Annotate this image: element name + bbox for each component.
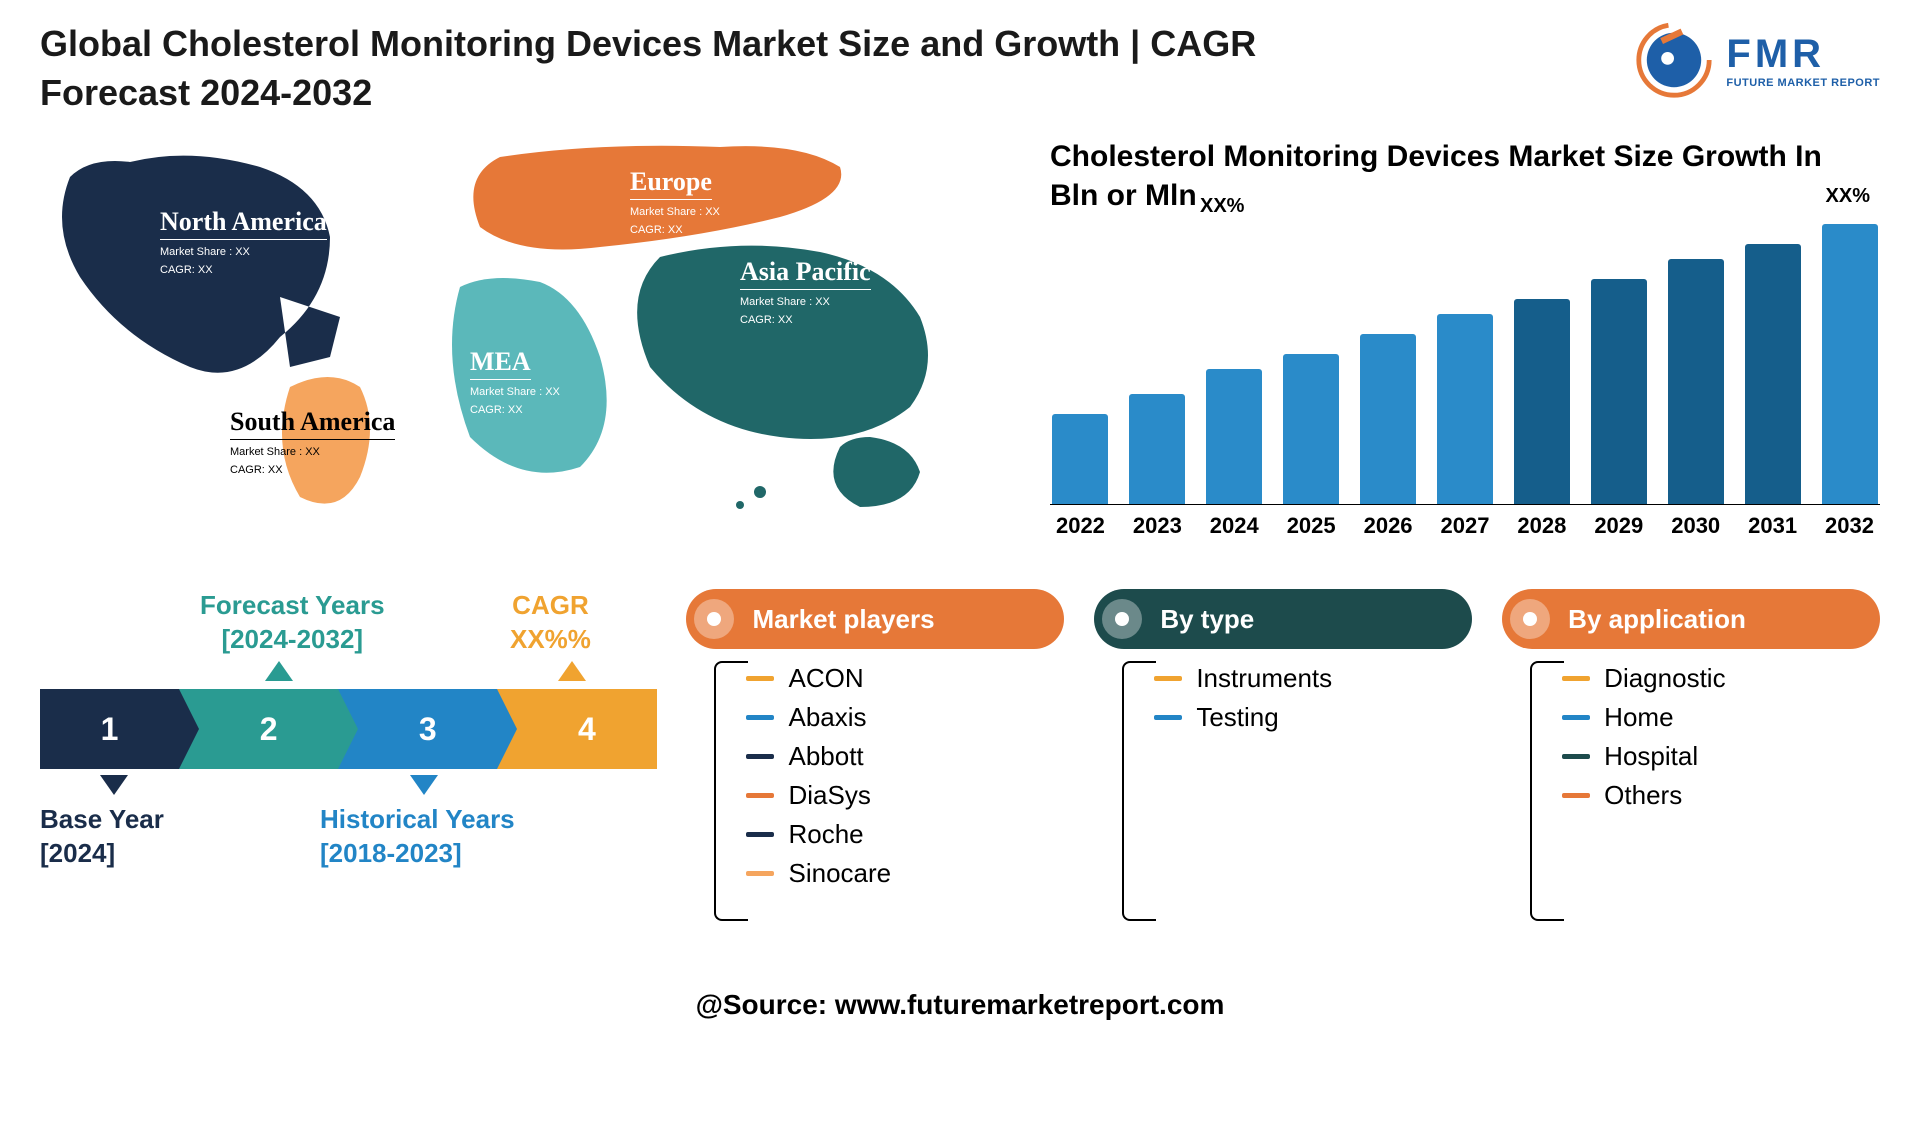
region-label-south-america: South AmericaMarket Share : XXCAGR: XX	[230, 407, 395, 479]
dash-icon	[746, 832, 774, 837]
list-item: Home	[1562, 702, 1880, 733]
bar-2025	[1281, 354, 1342, 504]
arrow-down-icon	[410, 775, 438, 795]
bar-label: 2029	[1594, 513, 1643, 539]
list-item: Sinocare	[746, 858, 1064, 889]
bar-2022	[1050, 414, 1111, 504]
logo-icon	[1634, 20, 1714, 100]
chart-title: Cholesterol Monitoring Devices Market Si…	[1050, 137, 1880, 215]
cagr-label: CAGR XX%%	[510, 589, 591, 657]
arrow-up-icon	[265, 661, 293, 681]
bracket-icon	[714, 661, 734, 921]
bar-annotation-2024: XX%	[1200, 195, 1244, 218]
fmr-logo: FMR FUTURE MARKET REPORT	[1634, 20, 1880, 100]
bar-label: 2031	[1748, 513, 1797, 539]
bar-2026	[1358, 334, 1419, 504]
list-item: Hospital	[1562, 741, 1880, 772]
list-item: Testing	[1154, 702, 1472, 733]
dash-icon	[746, 793, 774, 798]
bar-2029	[1588, 279, 1649, 504]
bar-2032	[1819, 224, 1880, 504]
bracket-icon	[1122, 661, 1142, 921]
dot-icon	[694, 599, 734, 639]
dash-icon	[1154, 676, 1182, 681]
list-item: Abaxis	[746, 702, 1064, 733]
list-item: Diagnostic	[1562, 663, 1880, 694]
dash-icon	[746, 754, 774, 759]
bar-2028	[1511, 299, 1572, 504]
bar-label: 2025	[1287, 513, 1336, 539]
by-application-section: By application Diagnostic Home Hospital Oth…	[1502, 589, 1880, 819]
dash-icon	[746, 871, 774, 876]
bar-label: 2024	[1210, 513, 1259, 539]
bar-label: 2027	[1441, 513, 1490, 539]
bar-label: 2032	[1825, 513, 1874, 539]
region-label-europe: EuropeMarket Share : XXCAGR: XX	[630, 167, 720, 239]
page-title: Global Cholesterol Monitoring Devices Ma…	[40, 20, 1340, 117]
dot-icon	[1102, 599, 1142, 639]
list-item: DiaSys	[746, 780, 1064, 811]
bracket-icon	[1530, 661, 1550, 921]
dash-icon	[1562, 715, 1590, 720]
region-label-asia-pacific: Asia PacificMarket Share : XXCAGR: XX	[740, 257, 871, 329]
timeline-segment-1: 1	[40, 689, 179, 769]
bar-label: 2026	[1364, 513, 1413, 539]
bar-2030	[1665, 259, 1726, 504]
growth-bar-chart: Cholesterol Monitoring Devices Market Si…	[1020, 137, 1880, 539]
logo-text-sub: FUTURE MARKET REPORT	[1726, 77, 1880, 89]
source-attribution: @Source: www.futuremarketreport.com	[40, 989, 1880, 1021]
list-item: ACON	[746, 663, 1064, 694]
by-type-pill: By type	[1094, 589, 1472, 649]
forecast-years-label: Forecast Years [2024-2032]	[200, 589, 385, 657]
bar-annotation-2032: XX%	[1826, 185, 1870, 208]
world-map: North AmericaMarket Share : XXCAGR: XX So…	[40, 137, 1000, 517]
arrow-up-icon	[558, 661, 586, 681]
bar-label: 2023	[1133, 513, 1182, 539]
dash-icon	[746, 676, 774, 681]
dash-icon	[746, 715, 774, 720]
bar-label: 2028	[1517, 513, 1566, 539]
bar-2024	[1204, 369, 1265, 504]
region-label-north-america: North AmericaMarket Share : XXCAGR: XX	[160, 207, 327, 279]
dash-icon	[1562, 793, 1590, 798]
timeline-segment-2: 2	[179, 689, 338, 769]
list-item: Others	[1562, 780, 1880, 811]
dash-icon	[1562, 754, 1590, 759]
bar-2027	[1435, 314, 1496, 504]
logo-text-main: FMR	[1726, 32, 1880, 77]
bar-2023	[1127, 394, 1188, 504]
region-label-mea: MEAMarket Share : XXCAGR: XX	[470, 347, 560, 419]
bar-2031	[1742, 244, 1803, 504]
bar-label: 2030	[1671, 513, 1720, 539]
by-type-section: By type Instruments Testing	[1094, 589, 1472, 741]
list-item: Abbott	[746, 741, 1064, 772]
market-players-section: Market players ACON Abaxis Abbott DiaSys Roc…	[686, 589, 1064, 897]
bar-label: 2022	[1056, 513, 1105, 539]
list-item: Roche	[746, 819, 1064, 850]
timeline-segment-3: 3	[338, 689, 497, 769]
base-year-label: Base Year [2024]	[40, 803, 164, 871]
by-application-pill: By application	[1502, 589, 1880, 649]
dash-icon	[1154, 715, 1182, 720]
timeline-segment-4: 4	[497, 689, 656, 769]
market-players-pill: Market players	[686, 589, 1064, 649]
list-item: Instruments	[1154, 663, 1472, 694]
timeline-widget: Forecast Years [2024-2032] CAGR XX%% 123…	[40, 589, 656, 949]
dot-icon	[1510, 599, 1550, 639]
dash-icon	[1562, 676, 1590, 681]
historical-years-label: Historical Years [2018-2023]	[320, 803, 515, 871]
arrow-down-icon	[100, 775, 128, 795]
